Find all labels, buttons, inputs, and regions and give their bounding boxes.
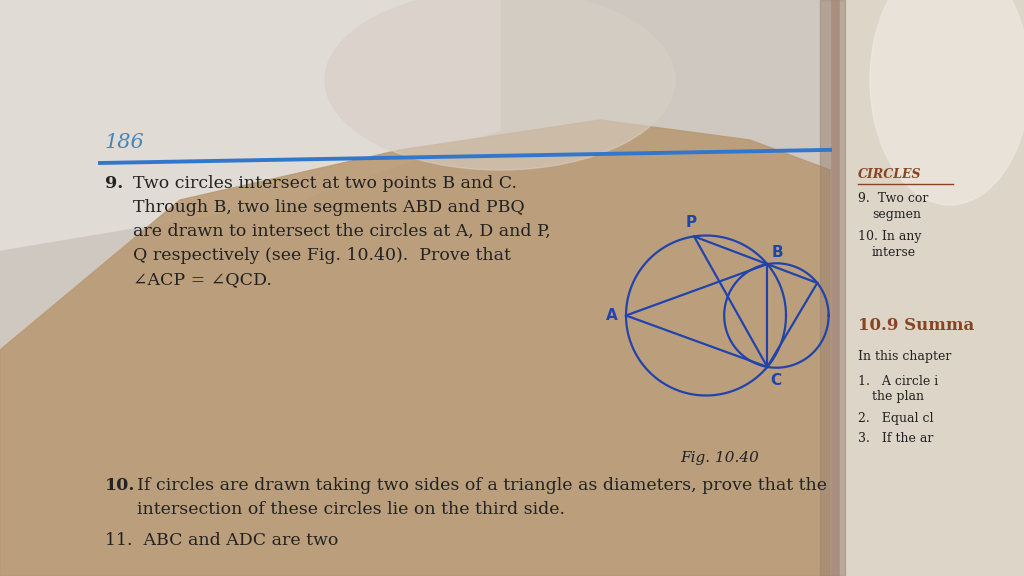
Text: B: B xyxy=(771,245,783,260)
Text: 11.  ABC and ADC are two: 11. ABC and ADC are two xyxy=(105,532,338,549)
Text: Fig. 10.40: Fig. 10.40 xyxy=(680,451,759,465)
Text: segmen: segmen xyxy=(872,208,921,221)
Text: ∠ACP = ∠QCD.: ∠ACP = ∠QCD. xyxy=(133,271,272,288)
Bar xyxy=(0,0,830,576)
Text: the plan: the plan xyxy=(872,390,924,403)
Text: A: A xyxy=(606,308,618,323)
Text: interse: interse xyxy=(872,246,916,259)
Polygon shape xyxy=(0,120,830,576)
Text: Q respectively (see Fig. 10.40).  Prove that: Q respectively (see Fig. 10.40). Prove t… xyxy=(133,247,511,264)
Ellipse shape xyxy=(870,0,1024,205)
Text: In this chapter: In this chapter xyxy=(858,350,951,363)
Text: Through B, two line segments ABD and PBQ: Through B, two line segments ABD and PBQ xyxy=(133,199,524,216)
Text: are drawn to intersect the circles at A, D and P,: are drawn to intersect the circles at A,… xyxy=(133,223,551,240)
Text: 10.: 10. xyxy=(105,477,135,494)
Ellipse shape xyxy=(325,0,675,170)
Text: 1.   A circle i: 1. A circle i xyxy=(858,375,938,388)
Text: 3.   If the ar: 3. If the ar xyxy=(858,432,933,445)
Bar xyxy=(820,0,845,576)
Text: C: C xyxy=(770,373,781,388)
Text: If circles are drawn taking two sides of a triangle as diameters, prove that the: If circles are drawn taking two sides of… xyxy=(137,477,827,494)
Text: 10. In any: 10. In any xyxy=(858,230,922,243)
Text: 186: 186 xyxy=(105,133,144,152)
Text: CIRCLES: CIRCLES xyxy=(858,168,922,181)
Text: 9.: 9. xyxy=(105,175,123,192)
Text: 2.   Equal cl: 2. Equal cl xyxy=(858,412,934,425)
Text: Two circles intersect at two points B and C.: Two circles intersect at two points B an… xyxy=(133,175,517,192)
Text: intersection of these circles lie on the third side.: intersection of these circles lie on the… xyxy=(137,501,565,518)
Text: 10.9 Summa: 10.9 Summa xyxy=(858,317,974,334)
Text: P: P xyxy=(686,215,697,230)
Bar xyxy=(840,0,1024,576)
Text: 9.  Two cor: 9. Two cor xyxy=(858,192,929,205)
Polygon shape xyxy=(0,0,500,250)
Bar xyxy=(0,0,200,576)
